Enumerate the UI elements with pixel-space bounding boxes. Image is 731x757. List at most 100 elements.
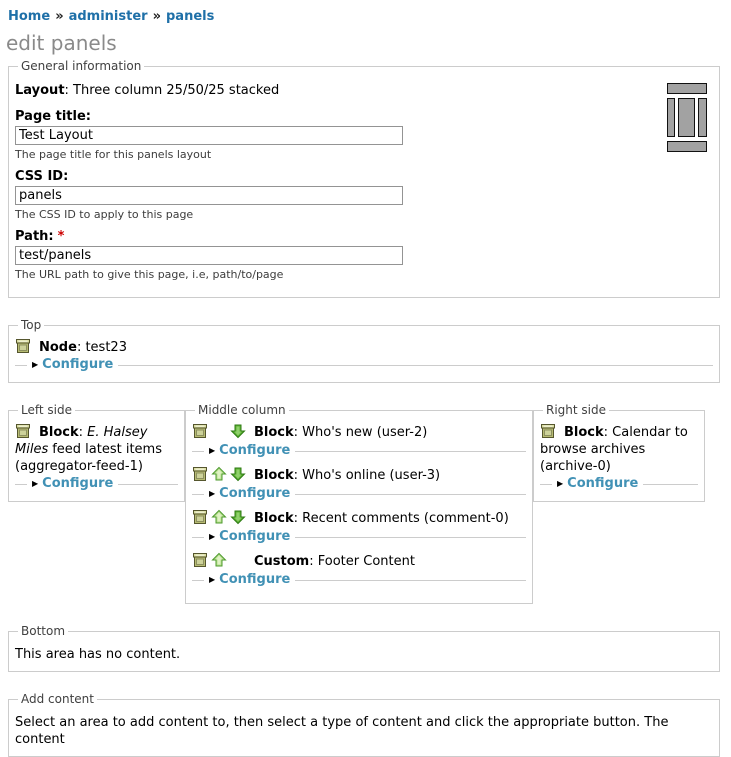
pane: Block: Recent comments (comment-0) ▶ Conf… xyxy=(192,509,526,544)
pane: Custom: Footer Content ▶ Configure xyxy=(192,552,526,587)
area-top-fieldset: Top Node: test23 ▶ Configure xyxy=(8,318,720,383)
area-left-fieldset: Left side Block: E. Halsey Miles feed lat… xyxy=(8,403,185,502)
delete-pane-icon[interactable] xyxy=(15,423,31,439)
layout-value: Three column 25/50/25 stacked xyxy=(73,83,280,98)
delete-pane-icon[interactable] xyxy=(192,509,208,525)
path-label-text: Path: xyxy=(15,229,54,244)
pane: Node: test23 ▶ Configure xyxy=(15,338,713,372)
breadcrumb-separator: » xyxy=(152,9,161,24)
colon: : xyxy=(293,511,303,526)
configure-rule xyxy=(192,580,526,581)
area-middle-fieldset: Middle column Block: Who's new (user-2) … xyxy=(185,403,533,604)
pane-configure-row: ▶ Configure xyxy=(192,444,526,458)
move-up-icon[interactable] xyxy=(211,552,227,568)
css-id-description: The CSS ID to apply to this page xyxy=(15,208,194,221)
pane-title-text: Who's online (user-3) xyxy=(302,468,441,483)
pane: Block: E. Halsey Miles feed latest items … xyxy=(15,423,178,491)
colon: : xyxy=(293,425,303,440)
pane-type: Custom xyxy=(254,554,310,569)
breadcrumb-link-panels[interactable]: panels xyxy=(165,9,215,24)
panel-columns: Left side Block: E. Halsey Miles feed lat… xyxy=(8,403,720,604)
configure-rule xyxy=(15,365,713,366)
configure-link[interactable]: Configure xyxy=(219,486,291,501)
page-title: edit panels xyxy=(6,31,117,55)
move-down-icon[interactable] xyxy=(230,466,246,482)
breadcrumb-link-administer[interactable]: administer xyxy=(68,9,148,24)
pane-configure-row: ▶ Configure xyxy=(192,573,526,587)
area-bottom-fieldset: Bottom This area has no content. xyxy=(8,624,720,672)
configure-link[interactable]: Configure xyxy=(567,476,639,491)
colon: : xyxy=(76,340,86,355)
configure-rule xyxy=(192,451,526,452)
pane-type: Block xyxy=(39,425,79,440)
pane-title: Block: Who's online (user-3) xyxy=(254,468,440,483)
move-up-icon[interactable] xyxy=(211,509,227,525)
pane-title-emphasis: E. Halsey Miles xyxy=(15,425,148,457)
colon: : xyxy=(603,425,613,440)
add-content-instructions: Select an area to add content to, then s… xyxy=(15,715,669,747)
colon: : xyxy=(293,468,303,483)
delete-pane-icon[interactable] xyxy=(540,423,556,439)
pane-configure-row: ▶ Configure xyxy=(15,358,713,372)
pane-type: Block xyxy=(254,425,294,440)
delete-pane-icon[interactable] xyxy=(15,338,31,354)
colon: : xyxy=(309,554,318,569)
configure-link[interactable]: Configure xyxy=(219,572,291,587)
pane-title: Custom: Footer Content xyxy=(254,554,415,569)
page-title-label: Page title: xyxy=(15,109,91,124)
collapsed-fieldset-arrow-icon: ▶ xyxy=(557,479,564,488)
pane-configure-row: ▶ Configure xyxy=(15,477,178,491)
pane-title: Block: Who's new (user-2) xyxy=(254,425,427,440)
path-label: Path: * xyxy=(15,229,713,244)
area-top-legend: Top xyxy=(21,318,42,332)
pane-configure-row: ▶ Configure xyxy=(192,530,526,544)
configure-link[interactable]: Configure xyxy=(42,476,114,491)
pane-type: Block xyxy=(564,425,604,440)
pane-type: Node xyxy=(39,340,77,355)
collapsed-fieldset-arrow-icon: ▶ xyxy=(209,489,216,498)
pane-title: Block: E. Halsey Miles feed latest items … xyxy=(15,425,162,474)
pane-title-text: feed latest items (aggregator-feed-1) xyxy=(15,442,162,474)
path-input[interactable] xyxy=(15,246,403,265)
css-id-form-item: CSS ID: The CSS ID to apply to this page xyxy=(15,169,713,221)
icon-spacer xyxy=(211,423,227,439)
collapsed-fieldset-arrow-icon: ▶ xyxy=(209,532,216,541)
move-down-icon[interactable] xyxy=(230,509,246,525)
thumb-middle-column xyxy=(678,98,695,137)
css-id-input[interactable] xyxy=(15,186,403,205)
delete-pane-icon[interactable] xyxy=(192,466,208,482)
pane-title: Block: Calendar to browse archives (arch… xyxy=(540,425,688,474)
area-right-fieldset: Right side Block: Calendar to browse arc… xyxy=(533,403,705,502)
delete-pane-icon[interactable] xyxy=(192,552,208,568)
empty-area-text: This area has no content. xyxy=(15,647,181,662)
layout-summary: Layout: Three column 25/50/25 stacked xyxy=(15,83,713,99)
breadcrumb-separator: » xyxy=(55,9,64,24)
move-up-icon[interactable] xyxy=(211,466,227,482)
path-form-item: Path:* The URL path to give this page, i… xyxy=(15,229,713,281)
configure-link[interactable]: Configure xyxy=(219,443,291,458)
colon: : xyxy=(78,425,88,440)
pane-configure-row: ▶ Configure xyxy=(192,487,526,501)
css-id-label: CSS ID: xyxy=(15,169,69,184)
breadcrumb: Home » administer » panels xyxy=(8,9,720,25)
add-content-legend: Add content xyxy=(21,692,94,706)
delete-pane-icon[interactable] xyxy=(192,423,208,439)
thumb-right-column xyxy=(698,98,707,137)
pane: Block: Calendar to browse archives (arch… xyxy=(540,423,698,491)
pane-title-text: Calendar to browse archives (archive-0) xyxy=(540,425,688,474)
configure-link[interactable]: Configure xyxy=(42,357,114,372)
pane-title-text: Who's new (user-2) xyxy=(302,425,428,440)
configure-link[interactable]: Configure xyxy=(219,529,291,544)
colon: : xyxy=(64,83,74,98)
page-title-description: The page title for this panels layout xyxy=(15,148,212,161)
page-title-input[interactable] xyxy=(15,126,403,145)
collapsed-fieldset-arrow-icon: ▶ xyxy=(32,479,39,488)
area-left-legend: Left side xyxy=(21,403,72,417)
add-content-fieldset: Add content Select an area to add conten… xyxy=(8,692,720,757)
breadcrumb-link-home[interactable]: Home xyxy=(8,9,51,24)
thumb-left-column xyxy=(667,98,675,137)
pane: Block: Who's online (user-3) ▶ Configure xyxy=(192,466,526,501)
required-marker: * xyxy=(57,229,65,244)
move-down-icon[interactable] xyxy=(230,423,246,439)
pane-type: Block xyxy=(254,511,294,526)
